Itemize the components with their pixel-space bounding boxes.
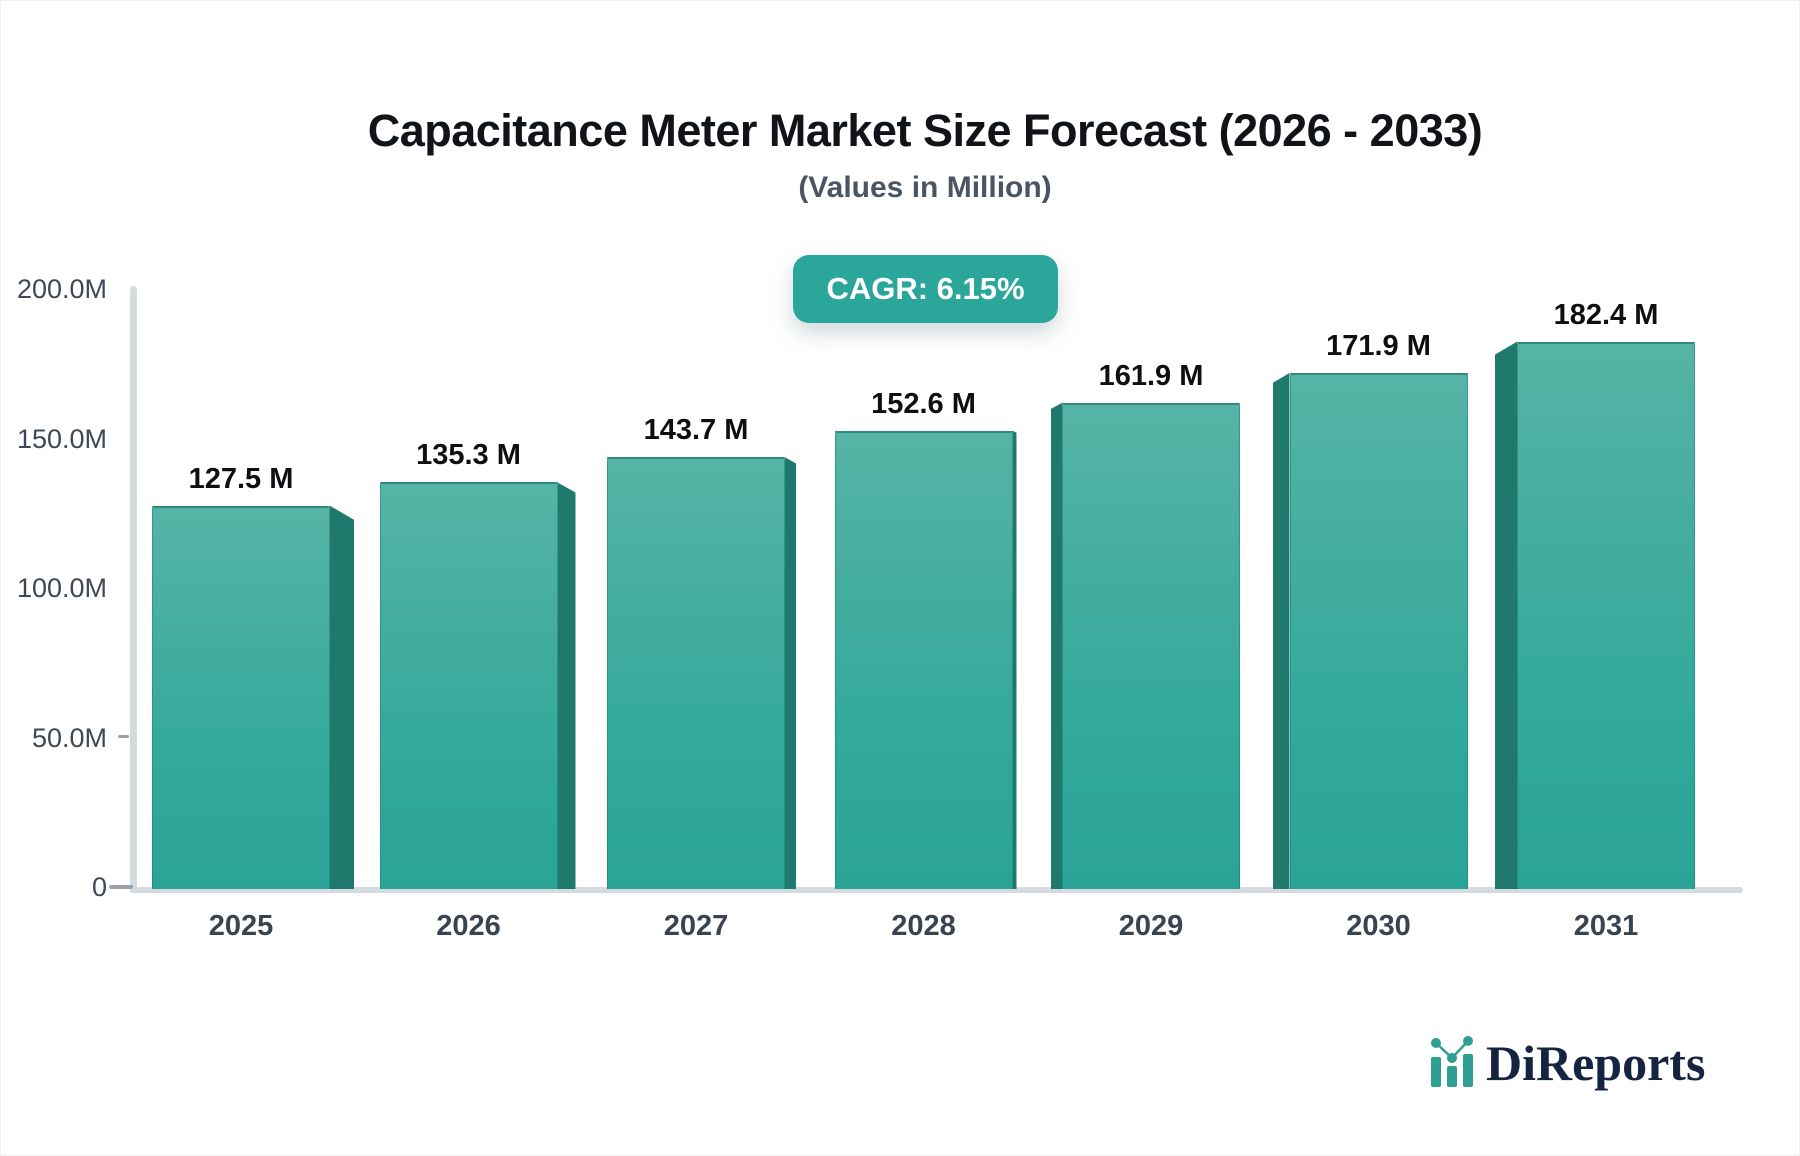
bar-side-face [330, 505, 354, 889]
brand-name: DiReports [1486, 1035, 1706, 1091]
y-axis-tick-label: 50.0M [31, 722, 107, 753]
chart-title: Capacitance Meter Market Size Forecast (… [367, 105, 1483, 156]
bar-side-face [1051, 402, 1062, 889]
bar-value-label: 127.5 M [188, 462, 294, 495]
bar-value-label: 161.9 M [1098, 359, 1204, 392]
bar-value-label: 182.4 M [1553, 298, 1659, 331]
x-axis-line [130, 887, 1743, 893]
x-axis-tick-label: 2026 [436, 910, 501, 942]
bar-side-face [1495, 341, 1517, 889]
bar-value-label: 143.7 M [643, 414, 749, 447]
x-axis-tick-label: 2028 [891, 910, 956, 942]
x-axis-tick-label: 2025 [208, 910, 274, 942]
bar-side-face [557, 482, 576, 889]
bar-2026 [379, 482, 558, 889]
bar-2031 [1517, 341, 1695, 889]
chart-subtitle: (Values in Million) [798, 171, 1052, 204]
y-axis-tick-label: 150.0M [16, 423, 107, 454]
bar-side-face [1012, 430, 1017, 889]
x-axis-tick-label: 2030 [1346, 910, 1411, 942]
bar-2025 [152, 505, 330, 889]
bar-2027 [607, 457, 785, 889]
y-axis-tick-label: 200.0M [16, 274, 107, 304]
bar-value-label: 135.3 M [416, 439, 521, 472]
x-axis-tick-label: 2027 [663, 910, 729, 942]
fifty-tick-mark [118, 735, 129, 738]
x-axis-tick-label: 2031 [1573, 910, 1639, 942]
bar-2028 [834, 430, 1013, 889]
brand-logo: DiReports [1429, 1031, 1705, 1095]
cagr-badge: CAGR: 6.15% [793, 255, 1058, 323]
bar-side-face [1272, 373, 1290, 889]
bar-2029 [1062, 402, 1240, 889]
y-axis-line [130, 286, 137, 893]
y-axis-tick-label: 0 [91, 872, 107, 902]
bar-side-face [785, 457, 796, 889]
bar-value-label: 152.6 M [871, 387, 976, 420]
bar-2030 [1289, 373, 1468, 889]
y-axis-tick-label: 100.0M [16, 573, 107, 603]
bar-line-chart-icon [1429, 1036, 1479, 1090]
x-axis-tick-label: 2029 [1118, 910, 1184, 942]
zero-tick-mark [109, 885, 133, 889]
bar-value-label: 171.9 M [1326, 330, 1431, 363]
